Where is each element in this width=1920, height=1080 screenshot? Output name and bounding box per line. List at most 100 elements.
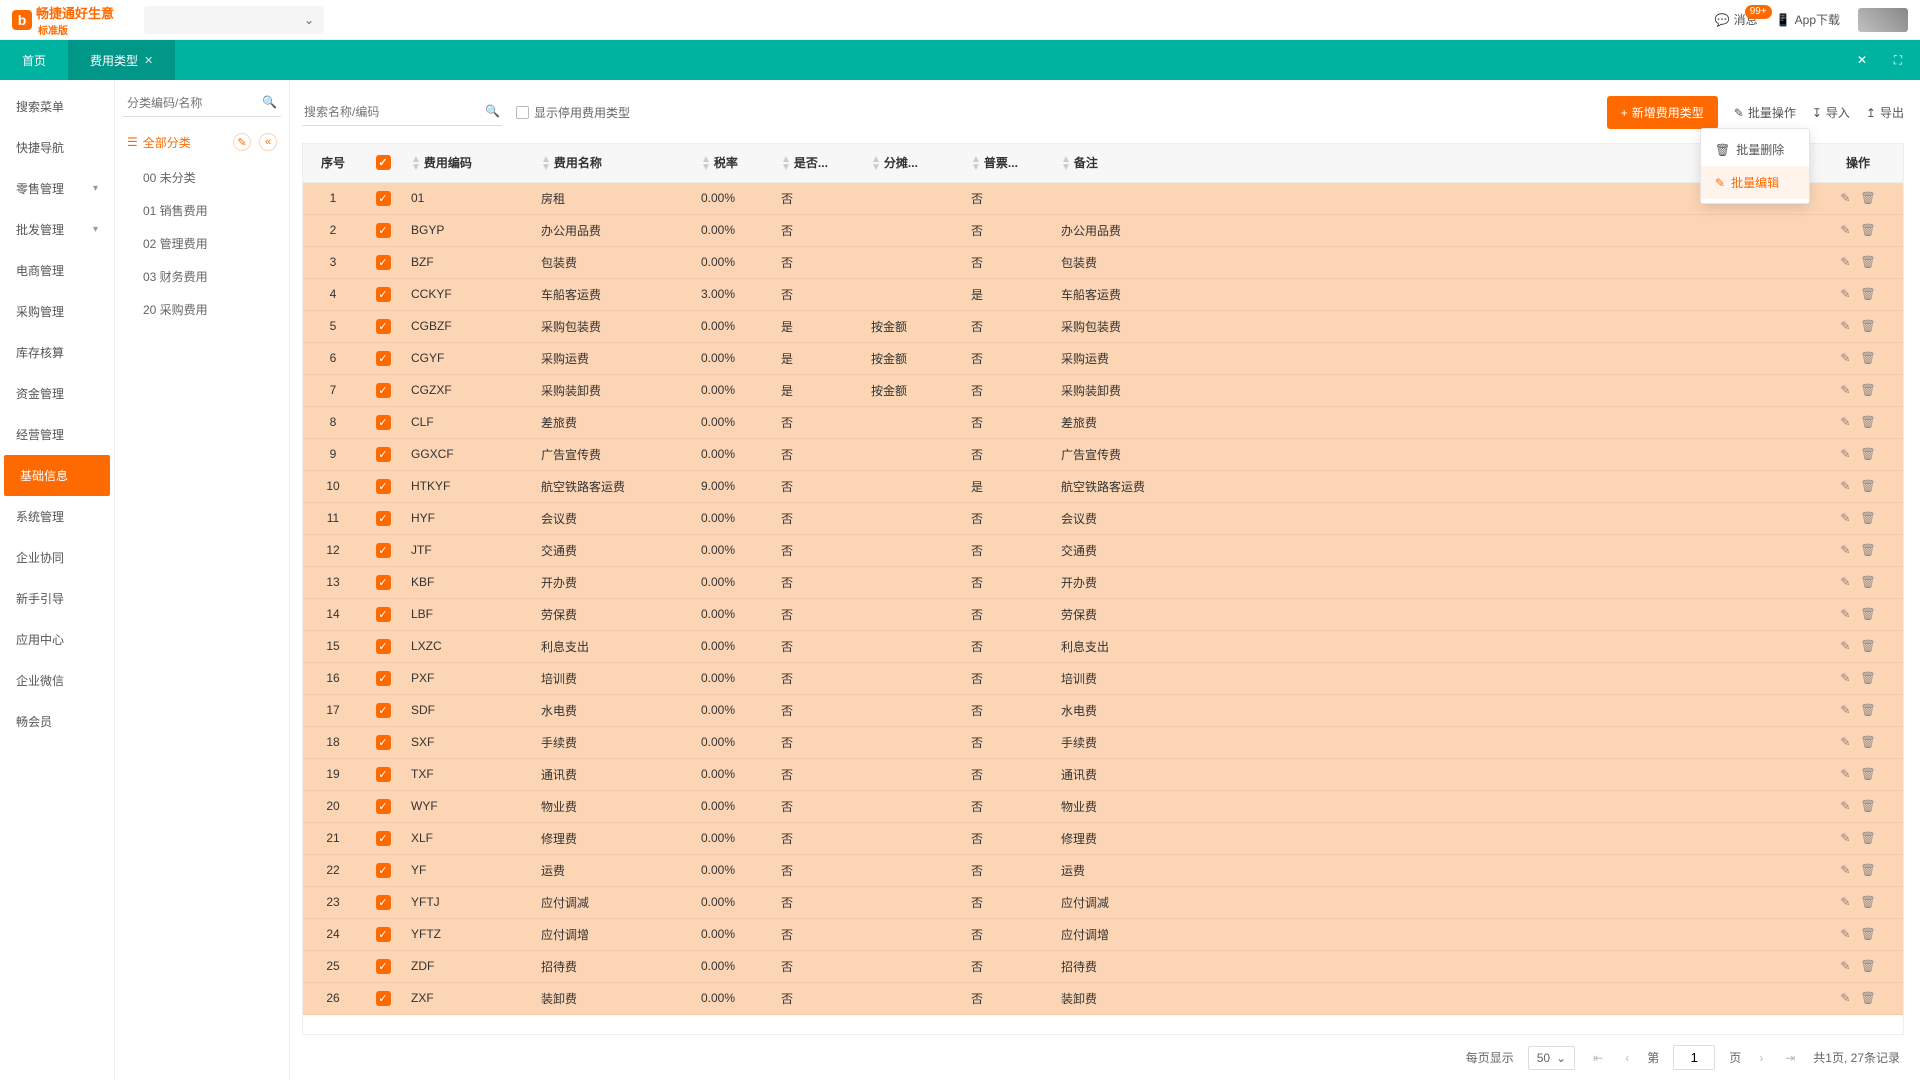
row-delete-icon[interactable]: 🗑 [1860,607,1875,621]
row-edit-icon[interactable]: ✎ [1840,415,1850,429]
batch-ops-button[interactable]: ✎ 批量操作 [1734,104,1796,121]
row-edit-icon[interactable]: ✎ [1840,639,1850,653]
table-row[interactable]: 17✓SDF水电费0.00%否否水电费✎🗑 [303,694,1903,726]
row-delete-icon[interactable]: 🗑 [1860,287,1875,301]
row-edit-icon[interactable]: ✎ [1840,671,1850,685]
col-rate[interactable]: ▲▼税率 [693,144,773,182]
row-edit-icon[interactable]: ✎ [1840,767,1850,781]
add-expense-type-button[interactable]: + 新增费用类型 [1607,96,1718,129]
page-next-button[interactable]: › [1755,1051,1767,1065]
row-edit-icon[interactable]: ✎ [1840,287,1850,301]
row-delete-icon[interactable]: 🗑 [1860,639,1875,653]
table-row[interactable]: 25✓ZDF招待费0.00%否否招待费✎🗑 [303,950,1903,982]
tab-close-all-icon[interactable]: ✕ [1848,53,1876,67]
row-edit-icon[interactable]: ✎ [1840,895,1850,909]
row-edit-icon[interactable]: ✎ [1840,319,1850,333]
show-disabled-checkbox[interactable]: 显示停用费用类型 [516,104,630,121]
table-row[interactable]: 2✓BGYP办公用品费0.00%否否办公用品费✎🗑 [303,214,1903,246]
tab-expense-type[interactable]: 费用类型 ✕ [68,40,175,80]
table-row[interactable]: 11✓HYF会议费0.00%否否会议费✎🗑 [303,502,1903,534]
cell-checkbox[interactable]: ✓ [363,790,403,822]
row-delete-icon[interactable]: 🗑 [1860,415,1875,429]
search-icon[interactable]: 🔍 [262,95,277,109]
sidebar-item[interactable]: 系统管理 [0,496,114,537]
sidebar-item[interactable]: 搜索菜单 [0,86,114,127]
sidebar-item[interactable]: 库存核算 [0,332,114,373]
cell-checkbox[interactable]: ✓ [363,822,403,854]
sidebar-item[interactable]: 采购管理 [0,291,114,332]
category-item[interactable]: 01 销售费用 [123,194,281,227]
row-edit-icon[interactable]: ✎ [1840,191,1850,205]
import-button[interactable]: ↧ 导入 [1812,104,1850,121]
cell-checkbox[interactable]: ✓ [363,950,403,982]
row-delete-icon[interactable]: 🗑 [1860,255,1875,269]
row-edit-icon[interactable]: ✎ [1840,223,1850,237]
table-row[interactable]: 14✓LBF劳保费0.00%否否劳保费✎🗑 [303,598,1903,630]
row-edit-icon[interactable]: ✎ [1840,543,1850,557]
row-delete-icon[interactable]: 🗑 [1860,767,1875,781]
row-delete-icon[interactable]: 🗑 [1860,575,1875,589]
batch-delete-item[interactable]: 🗑 批量删除 [1701,133,1809,166]
table-row[interactable]: 13✓KBF开办费0.00%否否开办费✎🗑 [303,566,1903,598]
row-edit-icon[interactable]: ✎ [1840,575,1850,589]
row-delete-icon[interactable]: 🗑 [1860,479,1875,493]
row-edit-icon[interactable]: ✎ [1840,447,1850,461]
cell-checkbox[interactable]: ✓ [363,886,403,918]
row-delete-icon[interactable]: 🗑 [1860,927,1875,941]
table-row[interactable]: 8✓CLF差旅费0.00%否否差旅费✎🗑 [303,406,1903,438]
table-row[interactable]: 26✓ZXF装卸费0.00%否否装卸费✎🗑 [303,982,1903,1014]
row-edit-icon[interactable]: ✎ [1840,351,1850,365]
row-edit-icon[interactable]: ✎ [1840,255,1850,269]
row-edit-icon[interactable]: ✎ [1840,927,1850,941]
row-edit-icon[interactable]: ✎ [1840,863,1850,877]
table-row[interactable]: 15✓LXZC利息支出0.00%否否利息支出✎🗑 [303,630,1903,662]
sidebar-item[interactable]: 零售管理▾ [0,168,114,209]
col-vat[interactable]: ▲▼普票... [963,144,1053,182]
cell-checkbox[interactable]: ✓ [363,662,403,694]
cell-checkbox[interactable]: ✓ [363,406,403,438]
export-button[interactable]: ↥ 导出 [1866,104,1904,121]
category-item[interactable]: 20 采购费用 [123,293,281,326]
table-row[interactable]: 5✓CGBZF采购包装费0.00%是按金额否采购包装费✎🗑 [303,310,1903,342]
cell-checkbox[interactable]: ✓ [363,694,403,726]
cell-checkbox[interactable]: ✓ [363,854,403,886]
category-item[interactable]: 03 财务费用 [123,260,281,293]
col-isx[interactable]: ▲▼是否... [773,144,863,182]
row-edit-icon[interactable]: ✎ [1840,479,1850,493]
page-last-button[interactable]: ⇥ [1781,1051,1799,1065]
page-input[interactable] [1673,1045,1715,1070]
table-row[interactable]: 19✓TXF通讯费0.00%否否通讯费✎🗑 [303,758,1903,790]
row-edit-icon[interactable]: ✎ [1840,735,1850,749]
table-row[interactable]: 18✓SXF手续费0.00%否否手续费✎🗑 [303,726,1903,758]
page-prev-button[interactable]: ‹ [1621,1051,1633,1065]
cell-checkbox[interactable]: ✓ [363,918,403,950]
cell-checkbox[interactable]: ✓ [363,246,403,278]
cell-checkbox[interactable]: ✓ [363,502,403,534]
row-delete-icon[interactable]: 🗑 [1860,895,1875,909]
row-delete-icon[interactable]: 🗑 [1860,991,1875,1005]
search-icon[interactable]: 🔍 [485,104,500,118]
row-delete-icon[interactable]: 🗑 [1860,863,1875,877]
tab-home[interactable]: 首页 [0,40,68,80]
table-row[interactable]: 22✓YF运费0.00%否否运费✎🗑 [303,854,1903,886]
row-edit-icon[interactable]: ✎ [1840,383,1850,397]
table-row[interactable]: 4✓CCKYF车船客运费3.00%否是车船客运费✎🗑 [303,278,1903,310]
table-row[interactable]: 10✓HTKYF航空铁路客运费9.00%否是航空铁路客运费✎🗑 [303,470,1903,502]
user-avatar[interactable] [1858,8,1908,32]
row-delete-icon[interactable]: 🗑 [1860,799,1875,813]
cell-checkbox[interactable]: ✓ [363,758,403,790]
row-delete-icon[interactable]: 🗑 [1860,351,1875,365]
cell-checkbox[interactable]: ✓ [363,214,403,246]
close-icon[interactable]: ✕ [144,54,153,67]
table-search-input[interactable] [302,99,502,126]
row-delete-icon[interactable]: 🗑 [1860,191,1875,205]
row-edit-icon[interactable]: ✎ [1840,607,1850,621]
table-row[interactable]: 6✓CGYF采购运费0.00%是按金额否采购运费✎🗑 [303,342,1903,374]
col-share[interactable]: ▲▼分摊... [863,144,963,182]
cell-checkbox[interactable]: ✓ [363,534,403,566]
row-delete-icon[interactable]: 🗑 [1860,831,1875,845]
row-delete-icon[interactable]: 🗑 [1860,671,1875,685]
table-row[interactable]: 1✓01房租0.00%否否✎🗑 [303,182,1903,214]
row-delete-icon[interactable]: 🗑 [1860,447,1875,461]
table-row[interactable]: 21✓XLF修理费0.00%否否修理费✎🗑 [303,822,1903,854]
